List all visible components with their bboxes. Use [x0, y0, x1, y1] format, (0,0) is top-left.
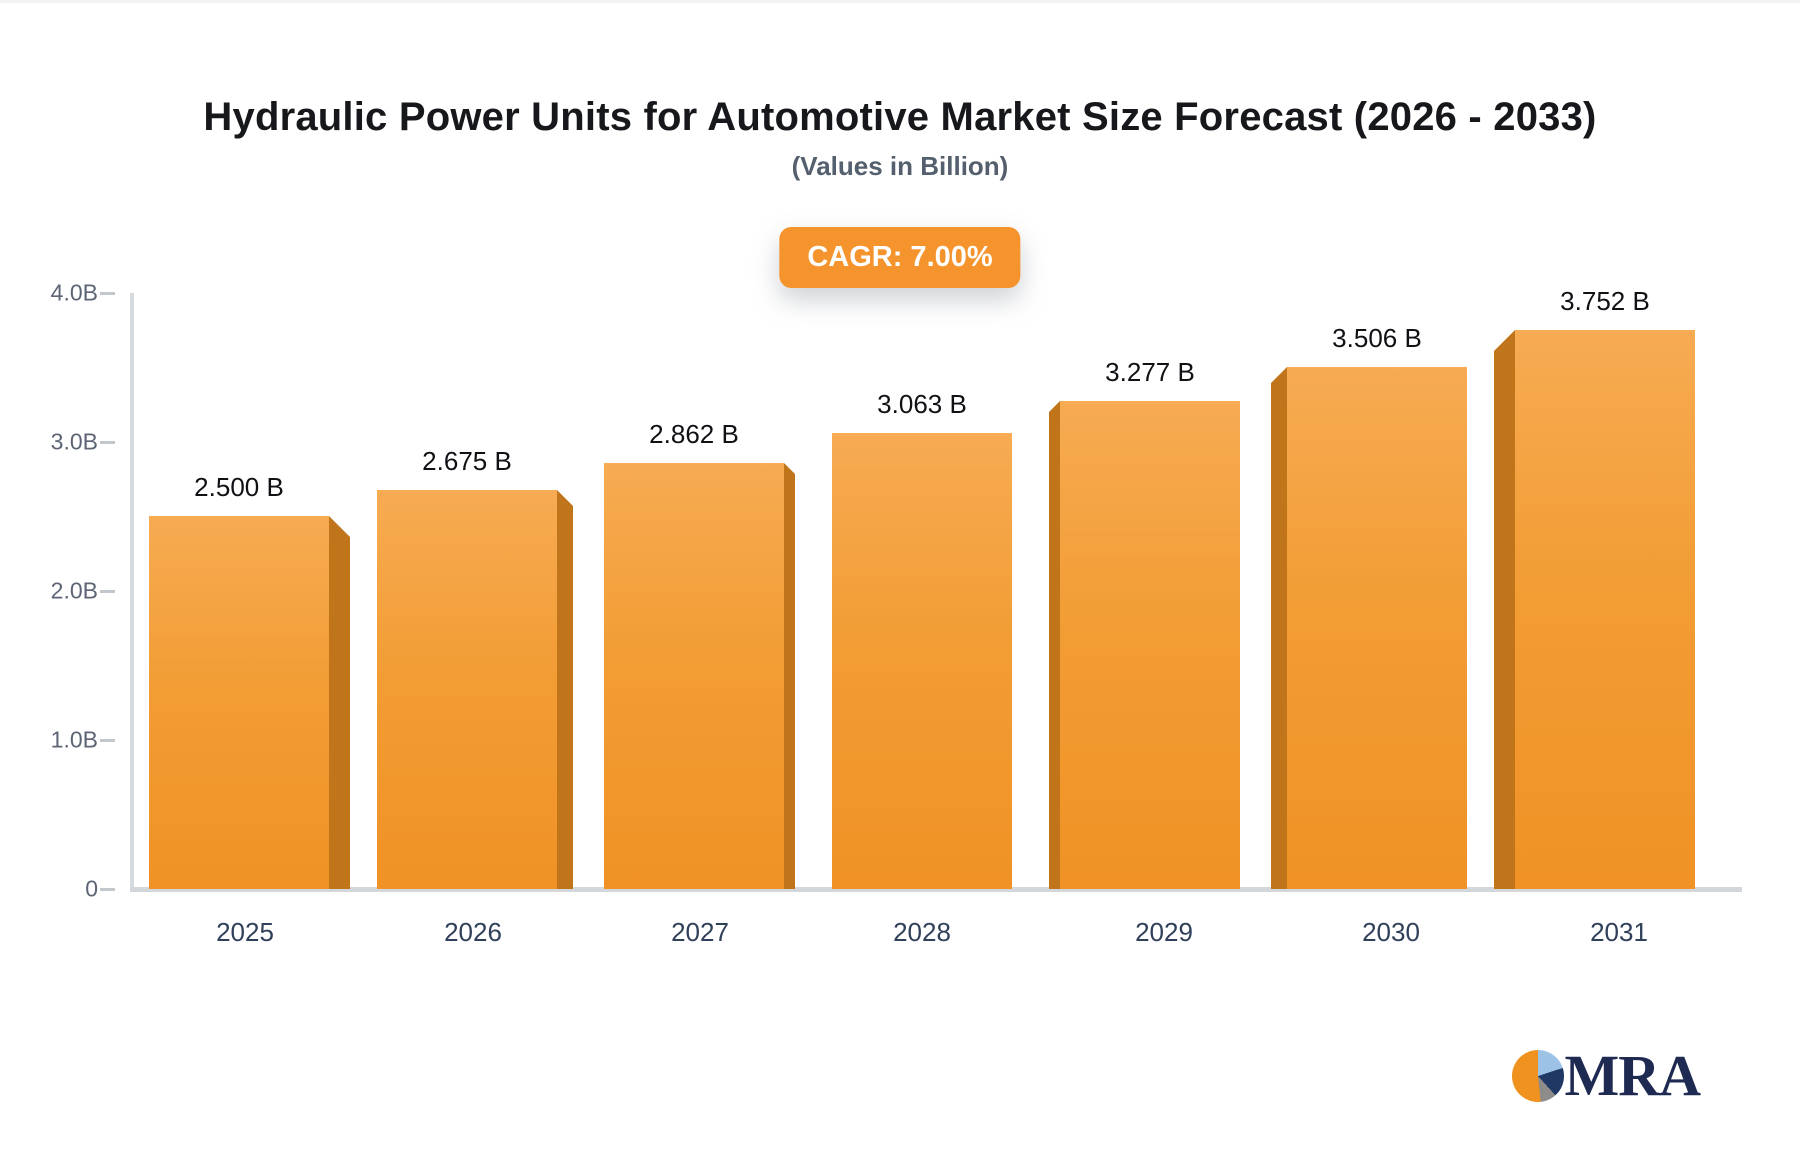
x-axis-line — [130, 887, 1742, 892]
x-axis-label-2027: 2027 — [671, 917, 729, 947]
bar-3d-side — [1494, 330, 1515, 889]
bar-3d-side — [1049, 401, 1060, 889]
bar-3d-side — [557, 490, 573, 889]
bar-2025 — [149, 516, 329, 889]
bar-2026 — [377, 490, 557, 889]
y-axis-tick-mark — [100, 292, 115, 295]
y-axis-tick-label: 2.0B — [50, 577, 98, 604]
x-axis-label-2030: 2030 — [1362, 917, 1420, 947]
cagr-badge: CAGR: 7.00% — [779, 227, 1021, 288]
bar-value-label: 3.277 B — [1105, 357, 1195, 387]
chart-subtitle: (Values in Billion) — [791, 151, 1009, 181]
x-axis-label-2029: 2029 — [1135, 917, 1193, 947]
bar-2028 — [832, 433, 1012, 889]
bar-value-label: 2.862 B — [649, 419, 739, 449]
x-axis-label-2026: 2026 — [444, 917, 502, 947]
bar-2031 — [1515, 330, 1695, 889]
y-axis-tick-label: 0 — [85, 875, 98, 902]
x-axis-label-2031: 2031 — [1590, 917, 1648, 947]
y-axis-line — [130, 293, 134, 891]
bar-value-label: 2.500 B — [194, 472, 284, 502]
bar-value-label: 2.675 B — [422, 446, 512, 476]
chart-title: Hydraulic Power Units for Automotive Mar… — [203, 95, 1597, 139]
bar-value-label: 3.506 B — [1332, 323, 1422, 353]
y-axis-tick-mark — [100, 590, 115, 593]
x-axis-label-2025: 2025 — [216, 917, 274, 947]
brand-logo-text: MRA — [1564, 1043, 1701, 1108]
x-axis-label-2028: 2028 — [893, 917, 951, 947]
bar-value-label: 3.752 B — [1560, 286, 1650, 316]
pie-chart-logo-icon — [1512, 1050, 1565, 1102]
y-axis-tick-mark — [100, 888, 115, 891]
bar-2030 — [1287, 367, 1467, 889]
y-axis-tick-label: 4.0B — [50, 279, 98, 306]
y-axis-tick-mark — [100, 441, 115, 444]
bar-3d-side — [329, 516, 350, 889]
y-axis-tick-label: 1.0B — [50, 726, 98, 753]
bar-2029 — [1060, 401, 1240, 889]
y-axis-tick-label: 3.0B — [50, 428, 98, 455]
bar-value-label: 3.063 B — [877, 389, 967, 419]
brand-logo: MRA — [1512, 1043, 1701, 1108]
y-axis-tick-mark — [100, 739, 115, 742]
bar-3d-side — [1271, 367, 1287, 889]
bar-3d-side — [784, 463, 795, 889]
bar-2027 — [604, 463, 784, 889]
plot-area: 4.0B 3.0B 2.0B 1.0B 0 2.500 B 2025 2.675 B 2026 2… — [51, 280, 1742, 947]
